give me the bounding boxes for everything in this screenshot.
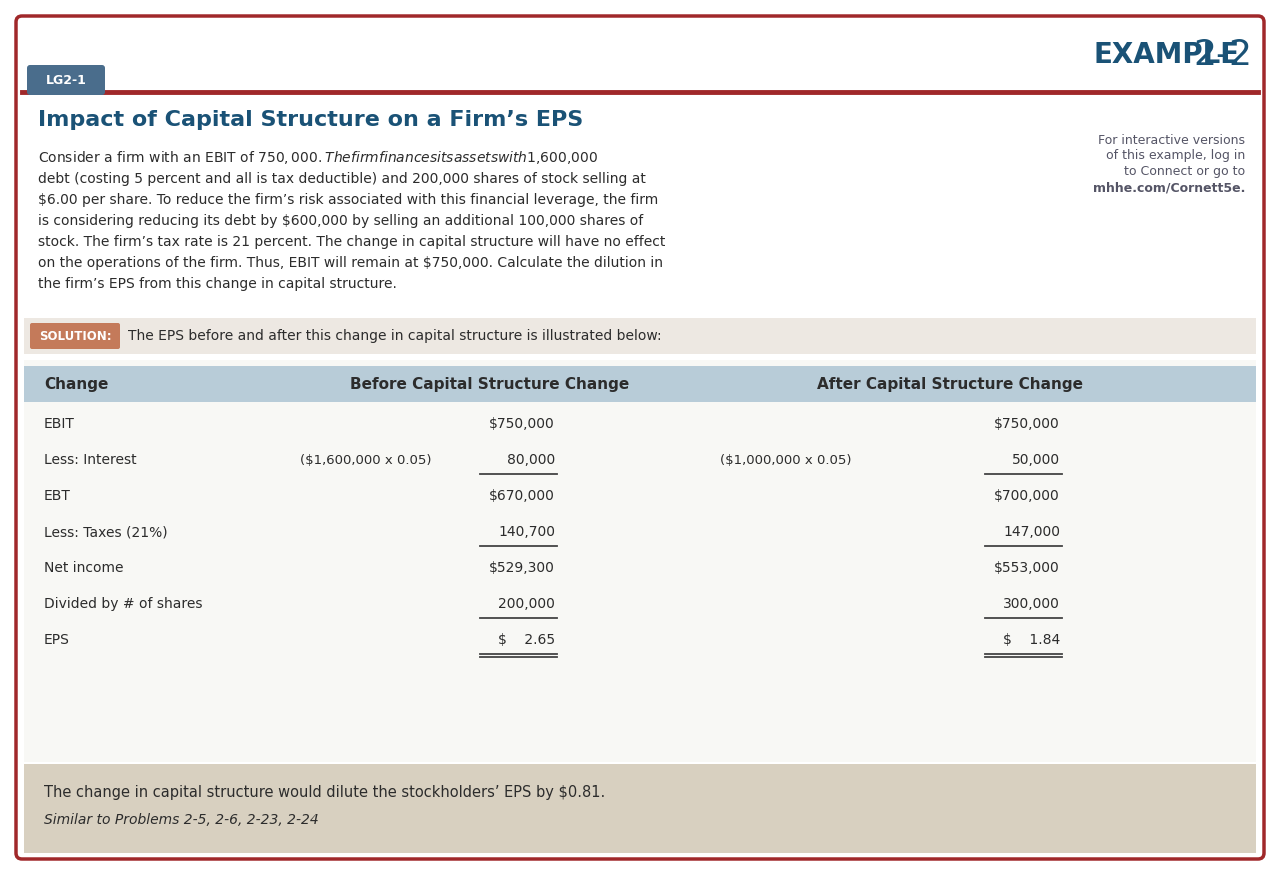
Text: Change: Change — [44, 376, 109, 391]
Text: Net income: Net income — [44, 561, 123, 575]
Text: For interactive versions: For interactive versions — [1098, 134, 1245, 146]
Text: mhhe.com/Cornett5e.: mhhe.com/Cornett5e. — [1093, 181, 1245, 194]
Text: Similar to Problems 2-5, 2-6, 2-23, 2-24: Similar to Problems 2-5, 2-6, 2-23, 2-24 — [44, 813, 319, 827]
Text: 147,000: 147,000 — [1004, 525, 1060, 539]
Text: EBT: EBT — [44, 489, 70, 503]
Text: Divided by # of shares: Divided by # of shares — [44, 597, 202, 611]
Text: debt (costing 5 percent and all is tax deductible) and 200,000 shares of stock s: debt (costing 5 percent and all is tax d… — [38, 172, 646, 186]
Text: $6.00 per share. To reduce the firm’s risk associated with this financial levera: $6.00 per share. To reduce the firm’s ri… — [38, 193, 658, 207]
Text: ($1,600,000 x 0.05): ($1,600,000 x 0.05) — [300, 453, 431, 466]
Text: $750,000: $750,000 — [995, 417, 1060, 431]
Text: LG2-1: LG2-1 — [46, 74, 87, 87]
Text: to Connect or go to: to Connect or go to — [1124, 165, 1245, 178]
Text: SOLUTION:: SOLUTION: — [38, 330, 111, 342]
Bar — [24, 318, 1256, 354]
Text: The change in capital structure would dilute the stockholders’ EPS by $0.81.: The change in capital structure would di… — [44, 785, 605, 800]
Text: 2-2: 2-2 — [1193, 38, 1252, 72]
Bar — [24, 764, 1256, 853]
Text: Less: Taxes (21%): Less: Taxes (21%) — [44, 525, 168, 539]
Bar — [24, 366, 1256, 402]
Text: EXAMPLE: EXAMPLE — [1094, 41, 1240, 69]
Text: After Capital Structure Change: After Capital Structure Change — [817, 376, 1083, 391]
FancyBboxPatch shape — [15, 16, 1265, 859]
Text: is considering reducing its debt by $600,000 by selling an additional 100,000 sh: is considering reducing its debt by $600… — [38, 214, 644, 228]
Text: The EPS before and after this change in capital structure is illustrated below:: The EPS before and after this change in … — [128, 329, 662, 343]
Text: 200,000: 200,000 — [498, 597, 556, 611]
Text: 80,000: 80,000 — [507, 453, 556, 467]
Text: $    1.84: $ 1.84 — [1002, 633, 1060, 647]
Text: $700,000: $700,000 — [995, 489, 1060, 503]
Bar — [24, 360, 1256, 762]
Text: 300,000: 300,000 — [1004, 597, 1060, 611]
Text: EPS: EPS — [44, 633, 70, 647]
Text: on the operations of the firm. Thus, EBIT will remain at $750,000. Calculate the: on the operations of the firm. Thus, EBI… — [38, 256, 663, 270]
Text: Impact of Capital Structure on a Firm’s EPS: Impact of Capital Structure on a Firm’s … — [38, 110, 584, 130]
Text: $670,000: $670,000 — [489, 489, 556, 503]
Text: 50,000: 50,000 — [1012, 453, 1060, 467]
FancyBboxPatch shape — [27, 65, 105, 95]
Text: $    2.65: $ 2.65 — [498, 633, 556, 647]
FancyBboxPatch shape — [29, 323, 120, 349]
Text: Before Capital Structure Change: Before Capital Structure Change — [351, 376, 630, 391]
Text: EBIT: EBIT — [44, 417, 74, 431]
Text: $529,300: $529,300 — [489, 561, 556, 575]
Text: the firm’s EPS from this change in capital structure.: the firm’s EPS from this change in capit… — [38, 277, 397, 291]
Text: 140,700: 140,700 — [498, 525, 556, 539]
Text: stock. The firm’s tax rate is 21 percent. The change in capital structure will h: stock. The firm’s tax rate is 21 percent… — [38, 235, 666, 249]
Text: $750,000: $750,000 — [489, 417, 556, 431]
Text: of this example, log in: of this example, log in — [1106, 150, 1245, 163]
Text: $553,000: $553,000 — [995, 561, 1060, 575]
Text: Consider a firm with an EBIT of $750,000. The firm finances its assets with $1,6: Consider a firm with an EBIT of $750,000… — [38, 150, 598, 166]
Text: ($1,000,000 x 0.05): ($1,000,000 x 0.05) — [719, 453, 851, 466]
Text: Less: Interest: Less: Interest — [44, 453, 137, 467]
